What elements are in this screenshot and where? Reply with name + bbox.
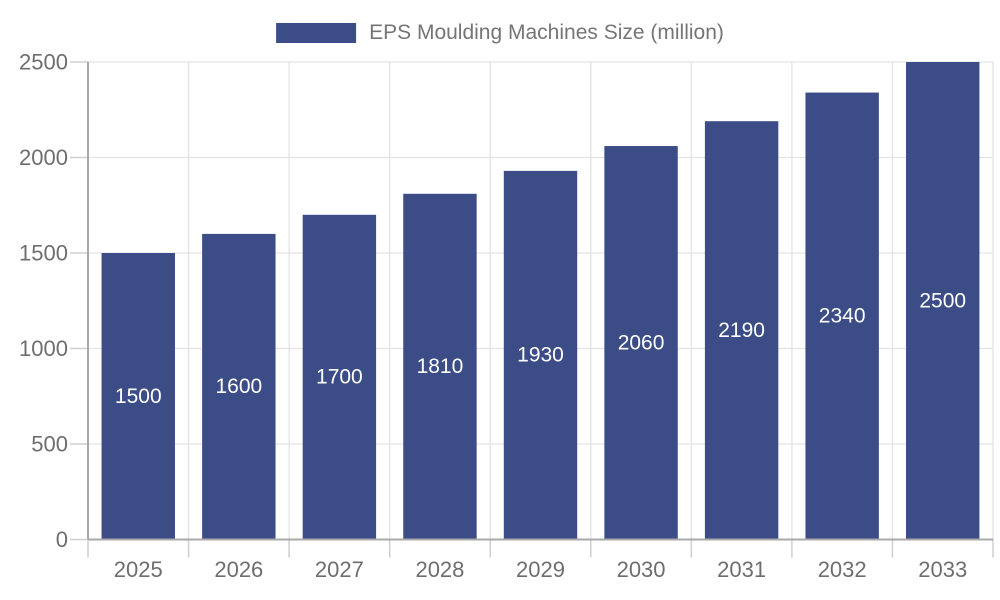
bar[interactable] xyxy=(704,121,779,540)
x-axis-label: 2033 xyxy=(918,557,967,582)
y-axis-label: 0 xyxy=(56,527,68,552)
bar[interactable] xyxy=(403,193,477,540)
x-axis-label: 2032 xyxy=(818,557,867,582)
bar-value-label: 1930 xyxy=(517,344,564,367)
x-axis-label: 2030 xyxy=(617,557,666,582)
x-axis-label: 2031 xyxy=(717,557,766,582)
bar-value-label: 2500 xyxy=(919,289,966,312)
bar[interactable] xyxy=(805,92,879,540)
legend-swatch-icon xyxy=(276,23,357,43)
y-axis-label: 1500 xyxy=(19,241,68,266)
y-axis-label: 2500 xyxy=(19,50,68,75)
bar[interactable] xyxy=(906,62,980,540)
bar[interactable] xyxy=(503,170,578,540)
bar-value-label: 1500 xyxy=(115,385,162,408)
bar-value-label: 1600 xyxy=(215,375,262,398)
x-axis-label: 2025 xyxy=(114,557,163,582)
bar[interactable] xyxy=(604,146,678,540)
chart-legend[interactable]: EPS Moulding Machines Size (million) xyxy=(276,21,724,45)
bar[interactable] xyxy=(101,253,175,540)
x-axis-label: 2027 xyxy=(315,557,364,582)
y-axis-label: 2000 xyxy=(19,145,68,170)
bar-value-label: 1810 xyxy=(417,355,464,378)
x-axis-label: 2028 xyxy=(415,557,464,582)
x-axis-label: 2029 xyxy=(516,557,565,582)
legend-label: EPS Moulding Machines Size (million) xyxy=(369,21,724,44)
bar[interactable] xyxy=(202,233,276,540)
bar[interactable] xyxy=(302,214,377,540)
y-axis-label: 500 xyxy=(31,432,68,457)
bar-value-label: 1700 xyxy=(316,366,363,389)
bar-value-label: 2340 xyxy=(819,305,866,328)
bar-value-label: 2190 xyxy=(718,319,765,342)
y-axis-label: 1000 xyxy=(19,336,68,361)
bar-value-label: 2060 xyxy=(618,331,665,354)
x-axis-label: 2026 xyxy=(214,557,263,582)
